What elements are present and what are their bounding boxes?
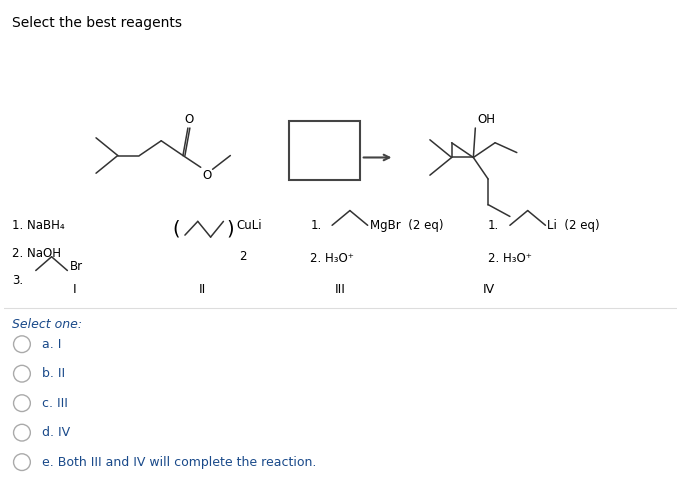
Text: Br: Br (70, 260, 84, 273)
Text: Li  (2 eq): Li (2 eq) (548, 219, 600, 232)
Text: a. I: a. I (42, 338, 61, 351)
Text: d. IV: d. IV (42, 426, 70, 439)
Text: 1.: 1. (311, 219, 321, 232)
Text: CuLi: CuLi (236, 219, 262, 232)
Text: 3.: 3. (12, 274, 23, 287)
Text: III: III (335, 283, 346, 296)
Bar (289, 121, 360, 180)
Text: c. III: c. III (42, 397, 67, 409)
Text: 2. H₃O⁺: 2. H₃O⁺ (311, 252, 354, 265)
Text: 1.: 1. (488, 219, 499, 232)
Text: e. Both III and IV will complete the reaction.: e. Both III and IV will complete the rea… (42, 455, 316, 469)
Text: O: O (185, 113, 193, 126)
Text: II: II (199, 283, 206, 296)
Text: I: I (73, 283, 76, 296)
Text: IV: IV (482, 283, 494, 296)
Text: Select one:: Select one: (12, 318, 82, 331)
Text: 1. NaBH₄: 1. NaBH₄ (12, 219, 65, 232)
Text: b. II: b. II (42, 367, 65, 380)
Text: 2. NaOH: 2. NaOH (12, 247, 61, 260)
Text: O: O (203, 169, 212, 182)
Text: 2. H₃O⁺: 2. H₃O⁺ (488, 252, 532, 265)
Text: (: ( (172, 220, 180, 239)
Text: Select the best reagents: Select the best reagents (12, 16, 182, 30)
Text: MgBr  (2 eq): MgBr (2 eq) (370, 219, 443, 232)
Text: ): ) (226, 220, 234, 239)
Text: 2: 2 (239, 250, 247, 263)
Text: OH: OH (477, 113, 495, 126)
